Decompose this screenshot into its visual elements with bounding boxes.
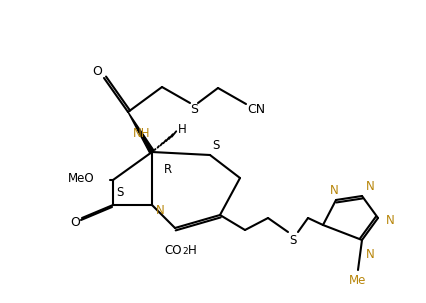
- Text: N: N: [155, 204, 164, 217]
- Text: CO: CO: [164, 244, 181, 257]
- Text: O: O: [70, 215, 80, 228]
- Text: NH: NH: [133, 128, 150, 141]
- Text: H: H: [187, 244, 196, 257]
- Text: MeO: MeO: [68, 171, 95, 185]
- Text: Me: Me: [348, 274, 366, 287]
- Text: N: N: [385, 214, 394, 227]
- Text: S: S: [212, 139, 219, 152]
- Text: O: O: [92, 65, 102, 78]
- Text: S: S: [190, 104, 198, 116]
- Text: N: N: [365, 248, 374, 261]
- Text: N: N: [329, 184, 337, 197]
- Text: H: H: [177, 124, 186, 136]
- Text: 2: 2: [182, 247, 187, 255]
- Text: R: R: [164, 164, 172, 177]
- Polygon shape: [128, 112, 154, 153]
- Text: CN: CN: [246, 104, 265, 116]
- Text: S: S: [289, 234, 296, 247]
- Text: N: N: [365, 179, 374, 192]
- Text: S: S: [116, 187, 124, 199]
